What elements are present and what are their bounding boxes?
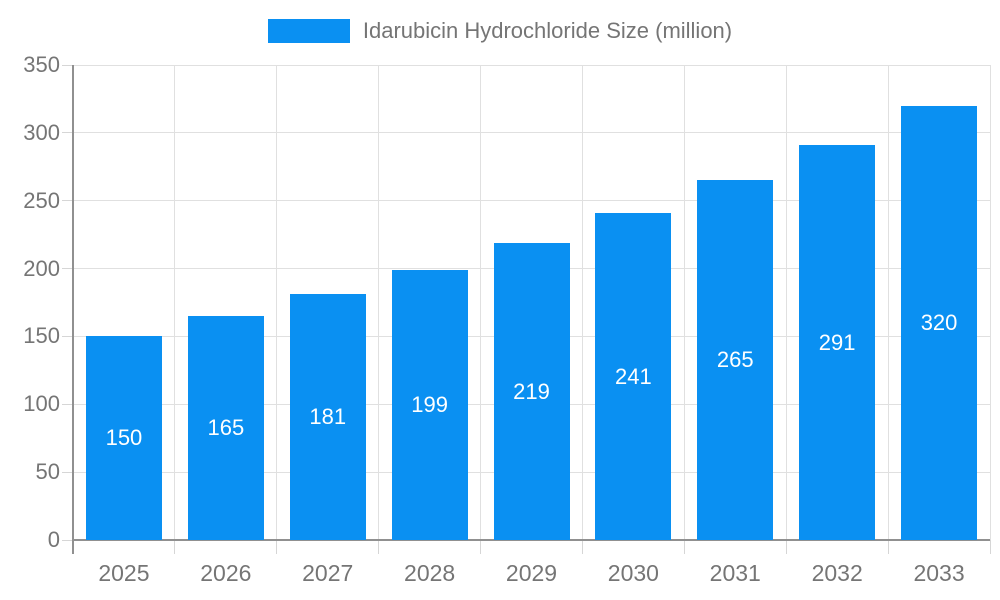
legend-swatch [267, 19, 350, 43]
v-gridline [480, 65, 482, 540]
x-axis-label: 2025 [98, 560, 150, 586]
x-axis-label: 2026 [200, 560, 252, 586]
x-axis-label: 2029 [505, 560, 558, 586]
x-axis-line [73, 539, 990, 541]
y-axis-label: 100 [23, 391, 60, 417]
y-tick [62, 64, 73, 66]
y-axis-line [72, 65, 74, 554]
bar: 199 [391, 270, 468, 540]
y-tick [62, 403, 73, 405]
x-tick [785, 540, 787, 554]
v-gridline [174, 65, 176, 540]
y-tick [62, 335, 73, 337]
bar-value-label: 181 [309, 404, 347, 429]
y-axis-label: 250 [23, 187, 60, 213]
bar-value-label: 165 [207, 415, 245, 440]
x-axis-label: 2033 [913, 560, 965, 586]
x-axis-label: 2032 [811, 560, 863, 586]
bar-value-label: 320 [920, 310, 958, 335]
v-gridline [683, 65, 685, 540]
x-axis-label: 2028 [404, 560, 456, 586]
legend: Idarubicin Hydrochloride Size (million) [0, 18, 1000, 44]
y-axis-label: 300 [23, 119, 60, 145]
y-axis-label: 50 [35, 459, 60, 485]
h-gridline [73, 132, 990, 134]
x-axis-label: 2027 [302, 560, 354, 586]
y-axis-label: 200 [23, 255, 60, 281]
x-tick [581, 540, 583, 554]
v-gridline [887, 65, 889, 540]
x-tick [887, 540, 889, 554]
v-gridline [989, 65, 991, 540]
h-gridline [73, 64, 990, 66]
x-tick [174, 540, 176, 554]
h-gridline [73, 200, 990, 202]
bar: 181 [289, 294, 366, 540]
x-tick [480, 540, 482, 554]
y-axis-label: 150 [23, 323, 60, 349]
bar: 165 [187, 316, 264, 540]
bar-value-label: 241 [615, 363, 652, 389]
x-tick [683, 540, 685, 554]
y-tick [62, 471, 73, 473]
bar-value-label: 150 [105, 425, 143, 450]
y-tick [62, 268, 73, 270]
bar: 291 [799, 145, 876, 540]
bar-value-label: 219 [513, 378, 550, 404]
bar-value-label: 265 [716, 347, 754, 372]
x-axis-label: 2030 [607, 560, 659, 586]
legend-label: Idarubicin Hydrochloride Size (million) [362, 18, 733, 43]
x-tick [378, 540, 380, 554]
v-gridline [378, 65, 380, 540]
bar-value-label: 199 [411, 392, 448, 417]
x-tick [276, 540, 278, 554]
bar: 265 [697, 180, 774, 540]
v-gridline [581, 65, 583, 540]
y-tick [62, 539, 73, 541]
x-tick [989, 540, 991, 554]
x-axis-label: 2031 [709, 560, 761, 586]
y-axis-label: 350 [23, 52, 60, 77]
bar-value-label: 291 [818, 329, 856, 355]
bar: 150 [85, 336, 162, 540]
bar: 241 [595, 213, 672, 540]
bar: 320 [901, 106, 978, 540]
y-tick [62, 132, 73, 134]
v-gridline [785, 65, 787, 540]
bar: 219 [493, 243, 570, 540]
y-tick [62, 200, 73, 202]
y-axis-label: 0 [47, 527, 60, 552]
v-gridline [276, 65, 278, 540]
